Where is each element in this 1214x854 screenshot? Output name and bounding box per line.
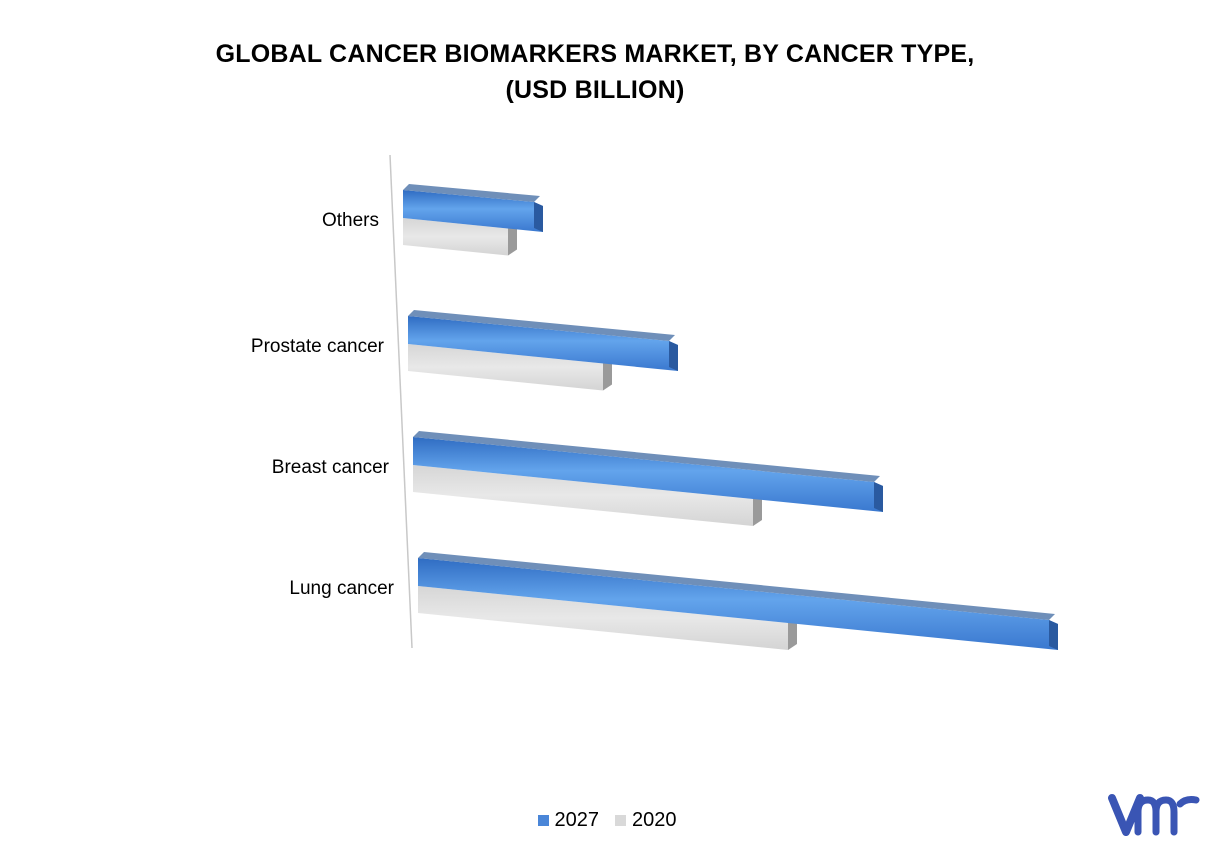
legend-swatch-2020 — [615, 815, 626, 826]
legend-item-2027: 2027 — [537, 809, 600, 832]
bar-2027-side-1 — [874, 482, 883, 512]
bar-2020-side-0 — [788, 619, 797, 650]
bar-2027-side-0 — [1049, 620, 1058, 650]
chart-title-line1: GLOBAL CANCER BIOMARKERS MARKET, BY CANC… — [215, 40, 975, 68]
bar-2027-side-3 — [534, 202, 543, 232]
legend-label-2020: 2020 — [632, 809, 677, 831]
bar-2027-top-2 — [408, 310, 675, 341]
bar-2020-side-1 — [753, 495, 762, 526]
bar-2027-3 — [403, 190, 543, 232]
bar-2027-2 — [408, 316, 678, 371]
category-label-3: Others — [322, 210, 379, 231]
vmr-logo — [1108, 794, 1200, 836]
bar-2020-0 — [418, 586, 788, 650]
bar-2027-0 — [418, 558, 1058, 650]
legend: 2027 2020 — [0, 809, 1214, 832]
category-label-2: Prostate cancer — [251, 336, 385, 357]
bar-2020-2 — [408, 344, 603, 391]
chart-title: GLOBAL CANCER BIOMARKERS MARKET, BY CANC… — [0, 36, 1190, 108]
bar-2027-top-1 — [413, 431, 880, 482]
chart-title-line2: (USD BILLION) — [505, 76, 685, 104]
bar-2020-side-3 — [508, 224, 517, 256]
legend-swatch-2027 — [537, 815, 549, 826]
bar-2020-side-2 — [603, 359, 612, 391]
bar-2027-top-3 — [403, 184, 540, 202]
bar-2027-top-0 — [418, 552, 1055, 620]
category-label-0: Lung cancer — [289, 578, 394, 599]
bar-2020-1 — [413, 465, 753, 526]
legend-label-2027: 2027 — [554, 809, 600, 831]
bar-2027-1 — [413, 437, 883, 512]
bar-2027-side-2 — [669, 341, 678, 371]
y-axis-line — [389, 154, 413, 649]
category-label-1: Breast cancer — [272, 457, 390, 478]
bar-2020-3 — [403, 218, 508, 256]
legend-item-2020: 2020 — [615, 809, 677, 832]
